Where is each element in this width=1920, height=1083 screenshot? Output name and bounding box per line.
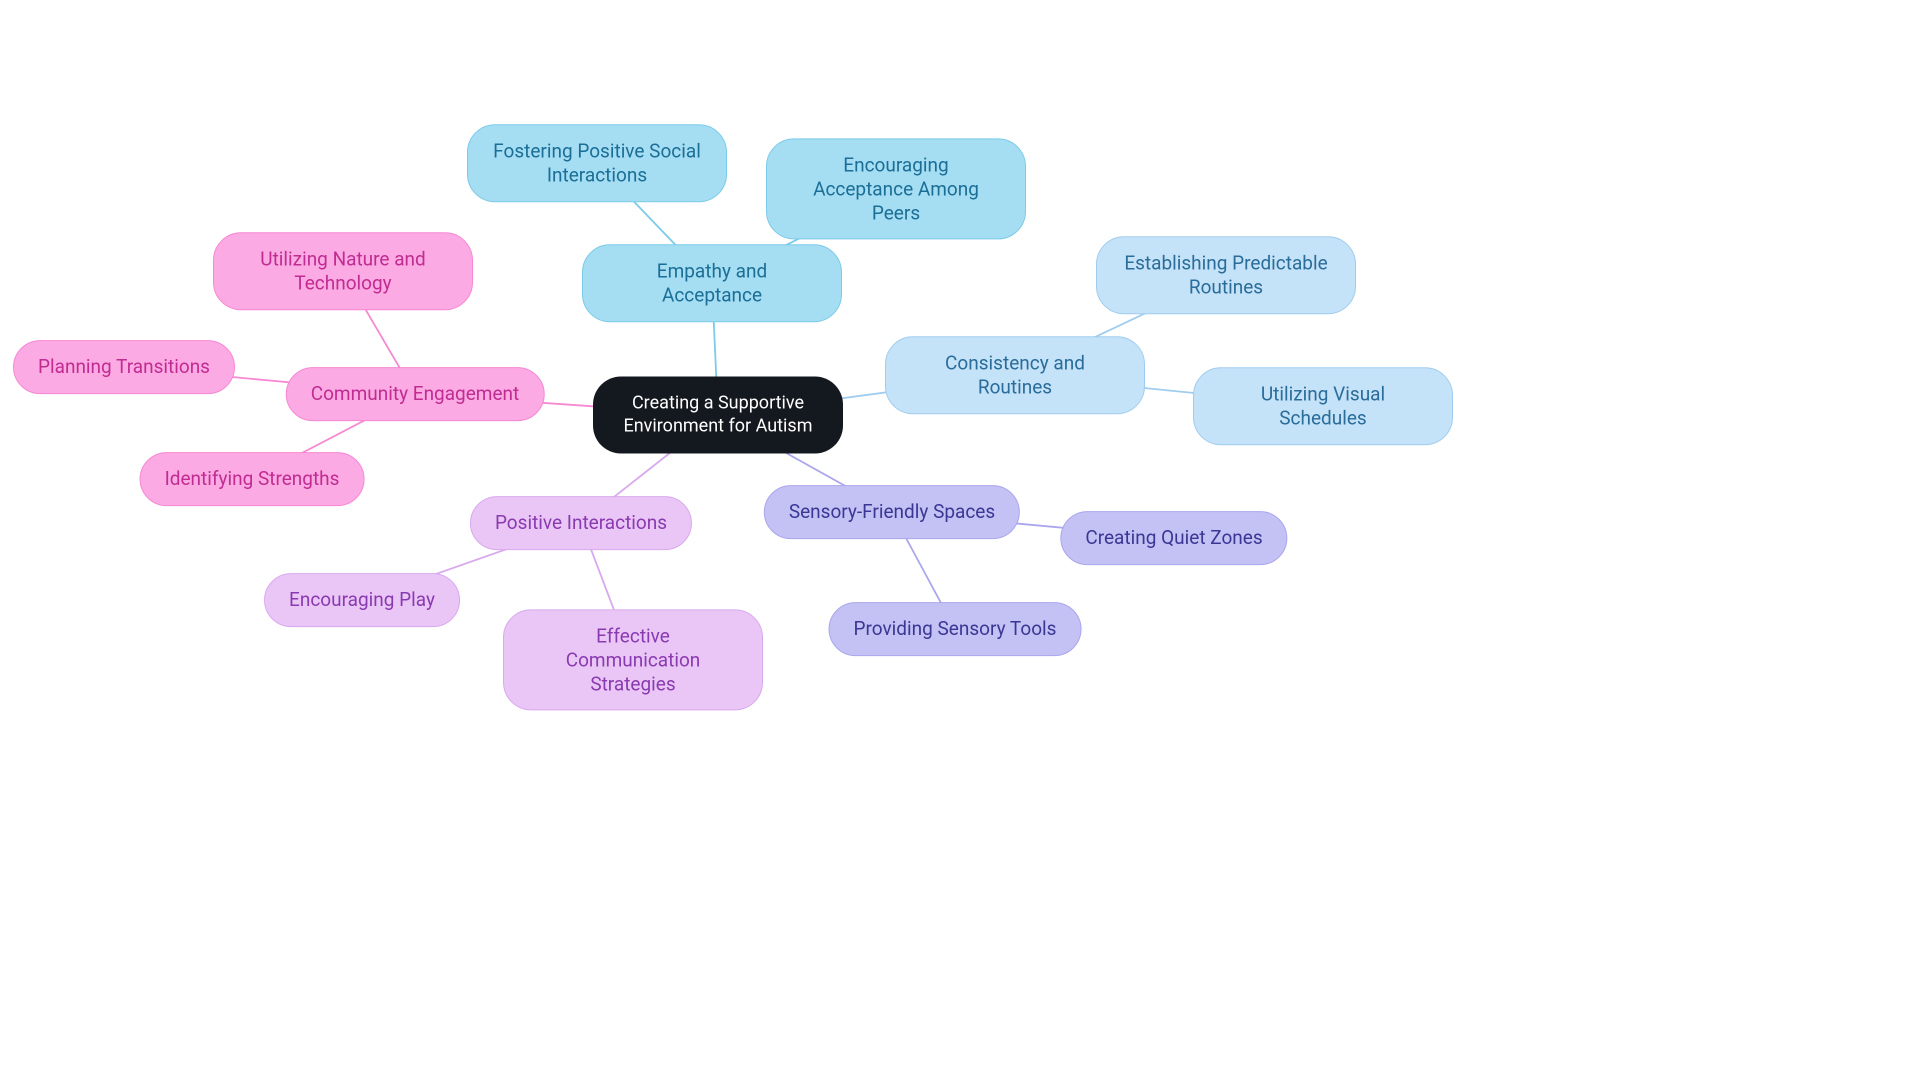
node-strengths: Identifying Strengths <box>140 452 365 506</box>
node-nature: Utilizing Nature and Technology <box>213 232 473 310</box>
node-comm: Effective Communication Strategies <box>503 609 763 710</box>
node-play: Encouraging Play <box>264 573 460 627</box>
node-tools: Providing Sensory Tools <box>829 602 1082 656</box>
node-accept-peers: Encouraging Acceptance Among Peers <box>766 138 1026 239</box>
node-center: Creating a Supportive Environment for Au… <box>593 377 843 454</box>
node-consistency: Consistency and Routines <box>885 336 1145 414</box>
node-empathy: Empathy and Acceptance <box>582 244 842 322</box>
node-quiet: Creating Quiet Zones <box>1060 511 1287 565</box>
node-sensory: Sensory-Friendly Spaces <box>764 485 1020 539</box>
node-visual-sched: Utilizing Visual Schedules <box>1193 367 1453 445</box>
node-positive: Positive Interactions <box>470 496 692 550</box>
node-community: Community Engagement <box>286 367 545 421</box>
node-predictable: Establishing Predictable Routines <box>1096 236 1356 314</box>
node-transitions: Planning Transitions <box>13 340 235 394</box>
node-fostering: Fostering Positive Social Interactions <box>467 124 727 202</box>
